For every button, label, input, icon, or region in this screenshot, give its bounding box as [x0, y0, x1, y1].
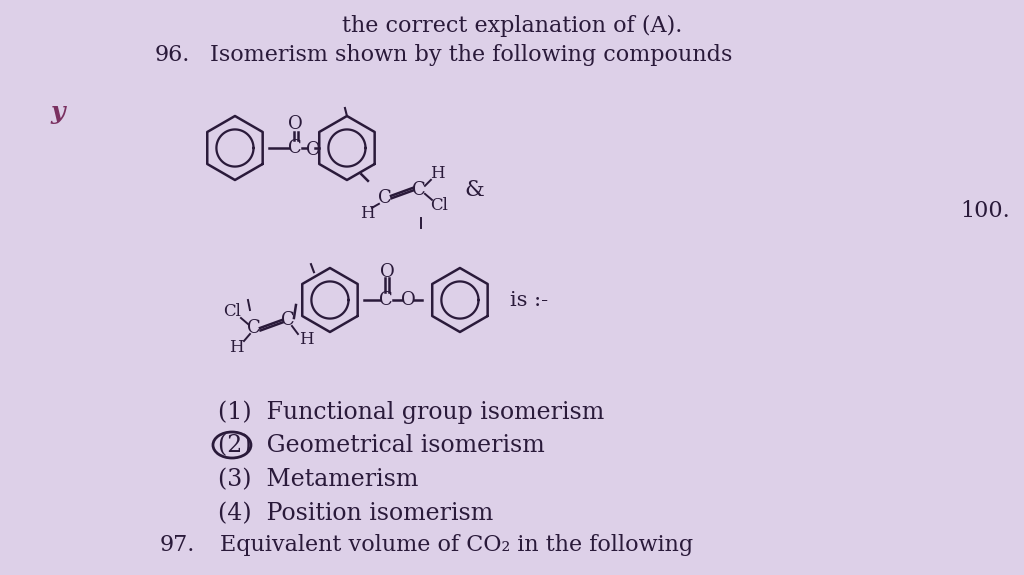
- Text: (1)  Functional group isomerism: (1) Functional group isomerism: [218, 400, 604, 424]
- Text: (2)  Geometrical isomerism: (2) Geometrical isomerism: [218, 434, 545, 457]
- Text: &: &: [464, 179, 483, 201]
- Text: Isomerism shown by the following compounds: Isomerism shown by the following compoun…: [210, 44, 732, 66]
- Text: (3)  Metamerism: (3) Metamerism: [218, 468, 419, 491]
- Text: C: C: [378, 189, 392, 207]
- Text: (4)  Position isomerism: (4) Position isomerism: [218, 502, 494, 525]
- Text: O: O: [305, 141, 321, 159]
- Text: Cl: Cl: [430, 197, 447, 214]
- Text: C: C: [281, 311, 295, 329]
- Text: C: C: [288, 139, 302, 157]
- Text: C: C: [379, 291, 393, 309]
- Text: H: H: [299, 332, 313, 348]
- Text: 97.: 97.: [160, 534, 196, 556]
- Text: H: H: [228, 339, 244, 356]
- Text: C: C: [412, 181, 426, 199]
- Text: Cl: Cl: [223, 304, 241, 320]
- Text: y: y: [51, 100, 66, 124]
- Text: is :-: is :-: [510, 290, 548, 309]
- Text: O: O: [400, 291, 416, 309]
- Text: O: O: [380, 263, 394, 281]
- Text: 100.: 100.: [959, 200, 1010, 222]
- Text: H: H: [359, 205, 374, 223]
- Text: the correct explanation of (A).: the correct explanation of (A).: [342, 15, 682, 37]
- Text: 96.: 96.: [155, 44, 190, 66]
- Text: Equivalent volume of CO₂ in the following: Equivalent volume of CO₂ in the followin…: [220, 534, 693, 556]
- Text: O: O: [288, 115, 302, 133]
- Text: H: H: [430, 166, 444, 182]
- Text: C: C: [247, 319, 261, 337]
